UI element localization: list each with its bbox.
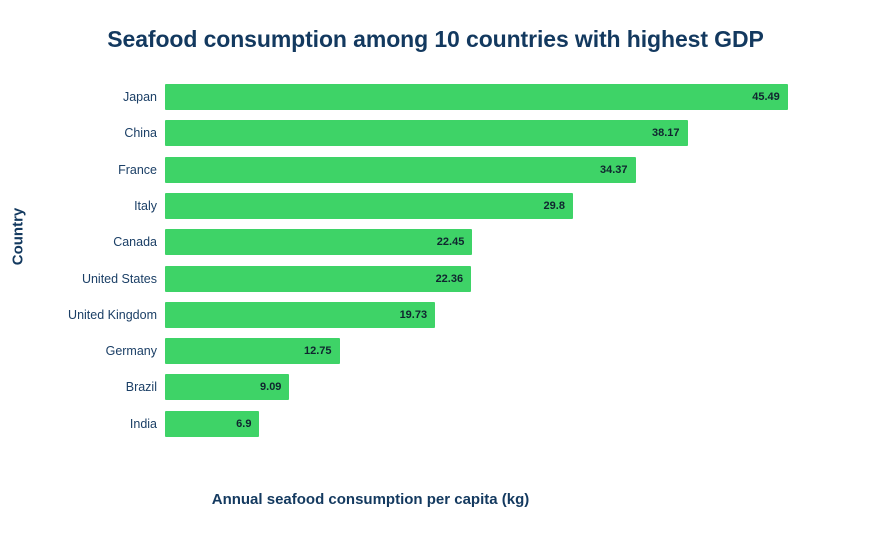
bar-value-label: 38.17	[652, 127, 680, 140]
bar-value-label: 12.75	[304, 345, 332, 358]
bar-value-label: 22.36	[435, 272, 464, 285]
bar-row: United Kingdom 19.73	[0, 301, 871, 328]
category-label: United Kingdom	[68, 307, 157, 322]
bar-row: Italy 29.8	[0, 192, 871, 219]
bar[interactable]	[165, 374, 290, 401]
bar-row: France 34.37	[0, 156, 871, 183]
category-label: Canada	[113, 235, 157, 250]
bar-value-label: 19.73	[399, 308, 428, 321]
bar[interactable]	[165, 192, 573, 219]
bar-row: India 6.9	[0, 410, 871, 437]
bar[interactable]	[165, 410, 260, 437]
bar[interactable]	[165, 301, 436, 328]
bar-row: Canada 22.45	[0, 229, 871, 256]
category-label: France	[118, 162, 157, 177]
bar[interactable]	[165, 265, 472, 292]
bar-value-label: 22.45	[436, 236, 465, 249]
category-label: Brazil	[125, 380, 157, 395]
bar[interactable]	[165, 84, 788, 110]
chart-title: Seafood consumption among 10 countries w…	[107, 26, 764, 52]
bar-row: United States 22.36	[0, 265, 871, 292]
bar[interactable]	[165, 229, 473, 256]
bar-value-label: 34.37	[599, 163, 628, 176]
category-label: Japan	[122, 90, 157, 104]
category-label: Italy	[134, 198, 157, 213]
bar-row: Brazil 9.09	[0, 374, 871, 401]
bar-value-label: 45.49	[752, 91, 780, 103]
bar[interactable]	[165, 156, 636, 183]
category-label: Germany	[105, 344, 157, 359]
category-label: United States	[81, 271, 157, 286]
bar-row: Germany 12.75	[0, 338, 871, 365]
bar-value-label: 29.8	[543, 199, 565, 212]
bar[interactable]	[165, 338, 340, 365]
bar[interactable]	[165, 120, 688, 147]
bar-row: China 38.17	[0, 120, 871, 147]
bar-value-label: 6.9	[236, 417, 252, 430]
category-label: India	[129, 416, 157, 431]
bar-row: Japan 45.49	[0, 84, 871, 110]
category-label: China	[124, 126, 157, 141]
x-axis-title: Annual seafood consumption per capita (k…	[211, 491, 530, 508]
bar-value-label: 9.09	[260, 381, 282, 394]
